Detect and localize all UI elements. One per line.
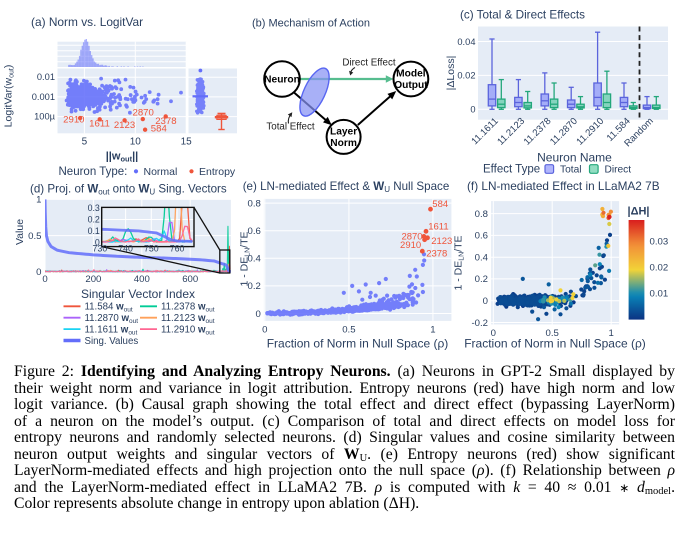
svg-text:Direct: Direct: [605, 165, 632, 176]
svg-text:0.5: 0.5: [342, 324, 355, 335]
svg-text:0.8: 0.8: [248, 198, 261, 209]
svg-text:0: 0: [491, 328, 496, 339]
svg-text:750: 750: [144, 244, 159, 254]
svg-text:0.4: 0.4: [248, 254, 262, 265]
svg-text:0.02: 0.02: [650, 263, 669, 274]
svg-text:2123: 2123: [431, 236, 452, 247]
svg-text:2378: 2378: [426, 248, 447, 259]
svg-text:740: 740: [118, 244, 133, 254]
svg-text:11.2870 wout: 11.2870 wout: [85, 313, 139, 325]
svg-text:11.1611: 11.1611: [469, 116, 500, 147]
svg-text:1611: 1611: [428, 222, 448, 233]
svg-text:Normal: Normal: [144, 166, 178, 178]
svg-text:Neuron Name: Neuron Name: [537, 151, 612, 165]
svg-text:15: 15: [181, 137, 193, 148]
svg-text:Norm: Norm: [330, 138, 357, 149]
svg-text:0: 0: [95, 237, 100, 247]
svg-text:0.8: 0.8: [475, 209, 488, 220]
svg-text:Layer: Layer: [330, 127, 357, 138]
svg-text:0.3: 0.3: [88, 203, 100, 213]
svg-text:1611: 1611: [89, 119, 110, 130]
svg-text:0.4: 0.4: [475, 253, 489, 264]
svg-text:Sing. Values: Sing. Values: [85, 336, 139, 347]
svg-text:11.2910: 11.2910: [575, 116, 607, 148]
svg-text:11.1611 wout: 11.1611 wout: [85, 325, 138, 337]
svg-text:11.584 wout: 11.584 wout: [85, 302, 133, 314]
svg-text:(a) Norm vs. LogitVar: (a) Norm vs. LogitVar: [31, 15, 143, 29]
svg-text:LogitVar(wout): LogitVar(wout): [3, 65, 16, 128]
svg-text:Direct Effect: Direct Effect: [342, 57, 395, 68]
svg-text:Total Effect: Total Effect: [266, 122, 315, 133]
svg-text:0.01: 0.01: [650, 289, 669, 300]
svg-text:0.2: 0.2: [88, 215, 100, 225]
svg-text:0.6: 0.6: [475, 231, 488, 242]
svg-text:600: 600: [182, 274, 198, 285]
svg-text:11.2123: 11.2123: [495, 116, 527, 148]
svg-text:Entropy: Entropy: [199, 166, 236, 178]
svg-text:0.03: 0.03: [650, 236, 669, 247]
svg-text:0.02: 0.02: [457, 71, 475, 81]
svg-text:0.5: 0.5: [546, 328, 559, 339]
svg-text:0.001: 0.001: [32, 92, 55, 102]
svg-text:Neuron: Neuron: [264, 74, 300, 85]
svg-text:||wout||: ||wout||: [106, 151, 139, 164]
svg-text:0: 0: [470, 105, 475, 115]
svg-text:100µ: 100µ: [34, 112, 56, 122]
svg-text:400: 400: [134, 274, 150, 285]
svg-text:2870: 2870: [133, 107, 154, 118]
svg-text:-0.2: -0.2: [471, 318, 488, 329]
svg-text:0.2: 0.2: [248, 281, 261, 292]
svg-text:0.6: 0.6: [248, 226, 261, 237]
svg-text:Neuron Type:: Neuron Type:: [59, 166, 128, 178]
svg-text:11.2123 wout: 11.2123 wout: [161, 313, 215, 325]
svg-text:5: 5: [82, 137, 88, 148]
svg-text:Singular Vector Index: Singular Vector Index: [81, 287, 195, 301]
svg-text:0: 0: [42, 274, 47, 285]
svg-text:(b) Mechanism of Action: (b) Mechanism of Action: [252, 18, 370, 30]
svg-text:0.5: 0.5: [28, 231, 41, 242]
svg-text:2910: 2910: [63, 115, 84, 126]
svg-text:0: 0: [483, 296, 488, 307]
svg-text:0.04: 0.04: [457, 37, 475, 47]
svg-text:0.1: 0.1: [88, 226, 100, 236]
svg-text:730: 730: [93, 244, 108, 254]
svg-text:10: 10: [130, 137, 142, 148]
svg-text:11.2870: 11.2870: [548, 116, 580, 148]
svg-text:(e) LN-mediated Effect & WU Nu: (e) LN-mediated Effect & WU Null Space: [243, 180, 450, 194]
svg-text:(d) Proj. of Wout onto WU Sing: (d) Proj. of Wout onto WU Sing. Vectors: [30, 182, 227, 196]
svg-text:1 - DELN/TE: 1 - DELN/TE: [453, 235, 466, 290]
svg-text:11.2378 wout: 11.2378 wout: [161, 302, 215, 314]
svg-text:1: 1: [430, 324, 435, 335]
svg-text:(c) Total & Direct Effects: (c) Total & Direct Effects: [460, 9, 585, 22]
svg-text:Fraction of Norm in Null Space: Fraction of Norm in Null Space (ρ): [464, 336, 646, 350]
svg-text:2123: 2123: [114, 120, 135, 131]
svg-text:Total: Total: [560, 165, 582, 176]
svg-text:1 - DELN/TE: 1 - DELN/TE: [239, 231, 252, 286]
svg-text:Effect Type: Effect Type: [483, 164, 540, 176]
svg-text:0: 0: [256, 309, 261, 320]
svg-text:2910: 2910: [400, 240, 421, 251]
svg-text:1: 1: [36, 195, 41, 206]
svg-text:11.2378: 11.2378: [522, 116, 554, 148]
svg-text:|ΔH|: |ΔH|: [628, 206, 650, 218]
svg-text:11.2910 wout: 11.2910 wout: [161, 325, 215, 337]
svg-text:2870: 2870: [401, 231, 422, 242]
svg-text:1: 1: [609, 328, 614, 339]
svg-text:(f) LN-mediated Effect in LLaM: (f) LN-mediated Effect in LLaMA2 7B: [467, 179, 660, 193]
svg-text:Model: Model: [396, 69, 426, 80]
svg-text:Output: Output: [394, 80, 428, 91]
svg-text:0: 0: [262, 324, 267, 335]
svg-text:Value: Value: [14, 219, 26, 245]
svg-text:760: 760: [170, 244, 185, 254]
svg-text:0.01: 0.01: [37, 72, 55, 82]
svg-text:|ΔLoss|: |ΔLoss|: [445, 56, 457, 91]
svg-text:0: 0: [36, 267, 41, 278]
svg-text:584: 584: [432, 199, 448, 210]
svg-text:584: 584: [151, 123, 168, 134]
svg-text:Fraction of Norm in Null Space: Fraction of Norm in Null Space (ρ): [267, 336, 449, 350]
svg-text:200: 200: [85, 274, 101, 285]
svg-text:2378: 2378: [155, 116, 176, 127]
svg-text:0.2: 0.2: [475, 274, 488, 285]
